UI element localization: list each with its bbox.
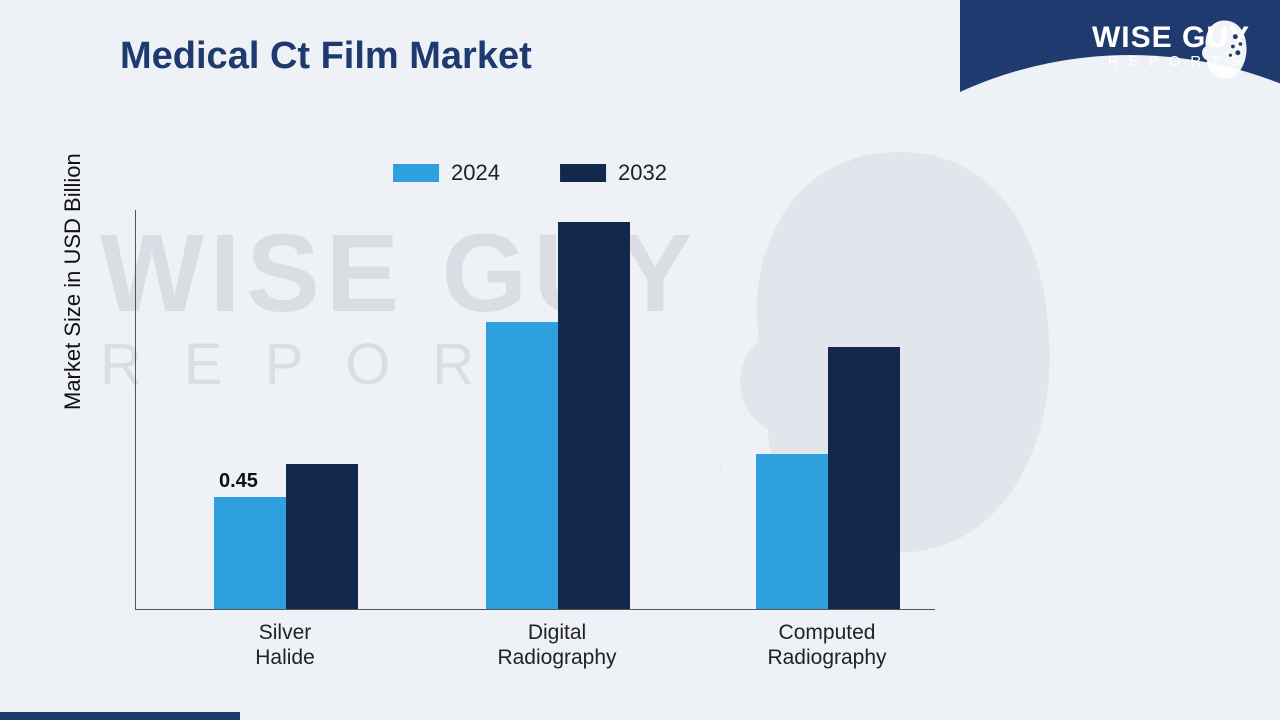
legend-label-2032: 2032 xyxy=(618,160,667,186)
bar-2024 xyxy=(756,454,828,609)
y-axis-label: Market Size in USD Billion xyxy=(60,153,86,410)
category-label: SilverHalide xyxy=(193,620,377,670)
legend-item-2024: 2024 xyxy=(393,160,500,186)
bottom-stripe xyxy=(0,712,240,720)
legend-label-2024: 2024 xyxy=(451,160,500,186)
legend-swatch-2024 xyxy=(393,164,439,182)
legend-item-2032: 2032 xyxy=(560,160,667,186)
bar-2024 xyxy=(486,322,558,610)
value-label: 0.45 xyxy=(219,470,258,493)
bar-2032 xyxy=(828,347,900,610)
page-title: Medical Ct Film Market xyxy=(120,35,532,78)
bar-group xyxy=(756,347,900,610)
bar-group xyxy=(486,222,630,610)
plot-region xyxy=(135,210,935,610)
brand-head-icon xyxy=(1192,18,1254,80)
category-label: ComputedRadiography xyxy=(735,620,919,670)
legend: 2024 2032 xyxy=(393,160,667,186)
category-label: DigitalRadiography xyxy=(465,620,649,670)
bar-2032 xyxy=(286,464,358,609)
legend-swatch-2032 xyxy=(560,164,606,182)
page-root: WISE GUY REPORTS Medical Ct Film Market … xyxy=(0,0,1280,720)
bar-2024 xyxy=(214,497,286,610)
bar-2032 xyxy=(558,222,630,610)
chart-area: Market Size in USD Billion 2024 2032 Sil… xyxy=(105,150,955,670)
